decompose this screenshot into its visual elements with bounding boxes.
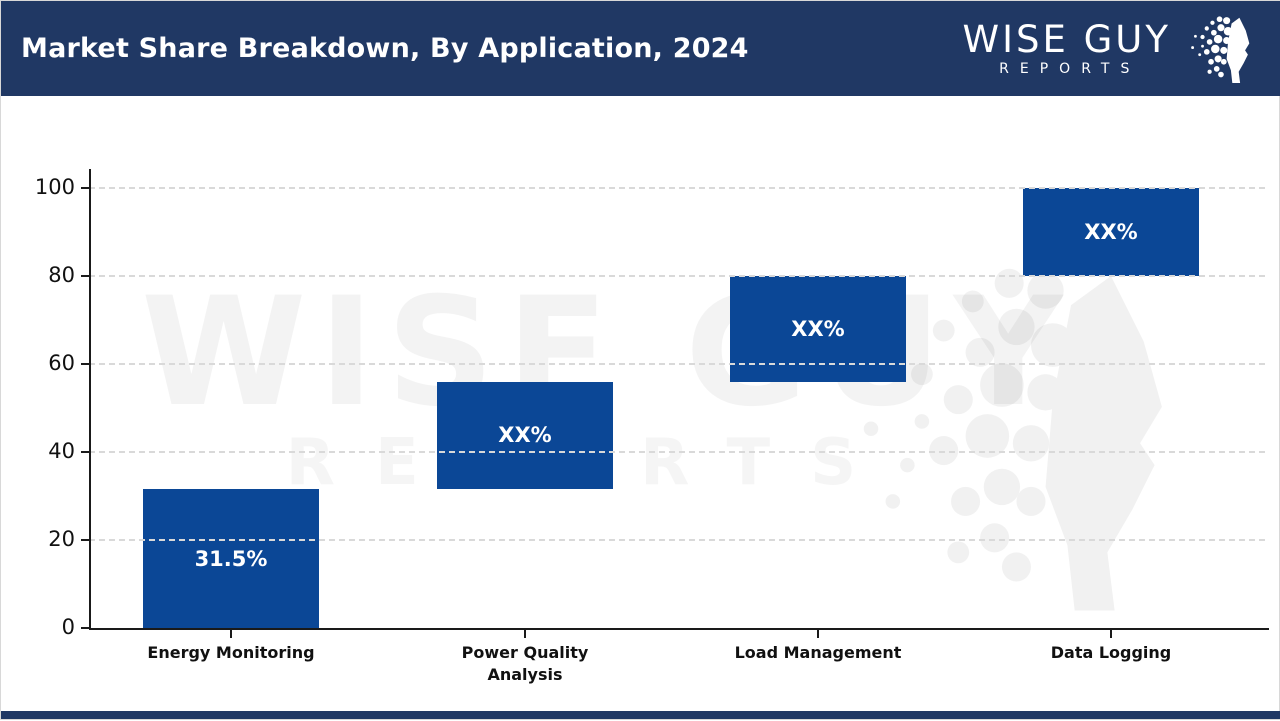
y-tick-label-60: 60: [48, 351, 75, 375]
x-axis-line: [89, 628, 1269, 630]
y-tick-label-40: 40: [48, 439, 75, 463]
y-tick-60: [81, 363, 89, 365]
bar-value-label: XX%: [791, 316, 845, 341]
logo-head-icon: [1191, 15, 1250, 83]
x-tick-3: [1110, 630, 1112, 638]
x-tick-2: [817, 630, 819, 638]
wise-guy-reports-logo: WISE GUY REPORTS: [963, 9, 1255, 89]
y-tick-label-80: 80: [48, 263, 75, 287]
gridline-60: [89, 363, 1265, 365]
y-tick-40: [81, 451, 89, 453]
logo-wiseguy-text: WISE GUY: [962, 18, 1171, 61]
header-bar: Market Share Breakdown, By Application, …: [1, 1, 1280, 96]
bar-load-management: XX%: [730, 276, 906, 382]
y-tick-20: [81, 539, 89, 541]
gridline-20: [89, 539, 1265, 541]
page-title: Market Share Breakdown, By Application, …: [21, 33, 749, 64]
bar-value-label: 31.5%: [194, 546, 268, 571]
bar-data-logging: XX%: [1023, 188, 1199, 276]
x-category-label: Energy Monitoring: [147, 643, 315, 662]
bar-value-label: XX%: [498, 423, 552, 448]
bar-power-quality-analysis: XX%: [437, 381, 613, 490]
bar-energy-monitoring: 31.5%: [143, 489, 319, 628]
x-category-label: Power Quality Analysis: [461, 643, 589, 684]
y-tick-label-20: 20: [48, 527, 75, 551]
y-tick-80: [81, 275, 89, 277]
logo-reports-text: REPORTS: [999, 61, 1141, 77]
x-tick-1: [524, 630, 526, 638]
y-tick-label-100: 100: [34, 175, 75, 199]
footer-bar: [1, 711, 1280, 719]
x-tick-0: [230, 630, 232, 638]
gridline-40: [89, 451, 1265, 453]
logo-text: WISE GUY REPORTS: [963, 21, 1171, 76]
y-axis-line: [89, 169, 91, 630]
y-tick-100: [81, 187, 89, 189]
x-category-label: Data Logging: [1050, 643, 1172, 662]
x-category-label: Load Management: [734, 643, 902, 662]
y-tick-0: [81, 627, 89, 629]
gridline-80: [89, 275, 1265, 277]
bar-value-label: XX%: [1084, 220, 1138, 244]
y-tick-label-0: 0: [61, 615, 75, 639]
gridline-100: [89, 187, 1265, 189]
